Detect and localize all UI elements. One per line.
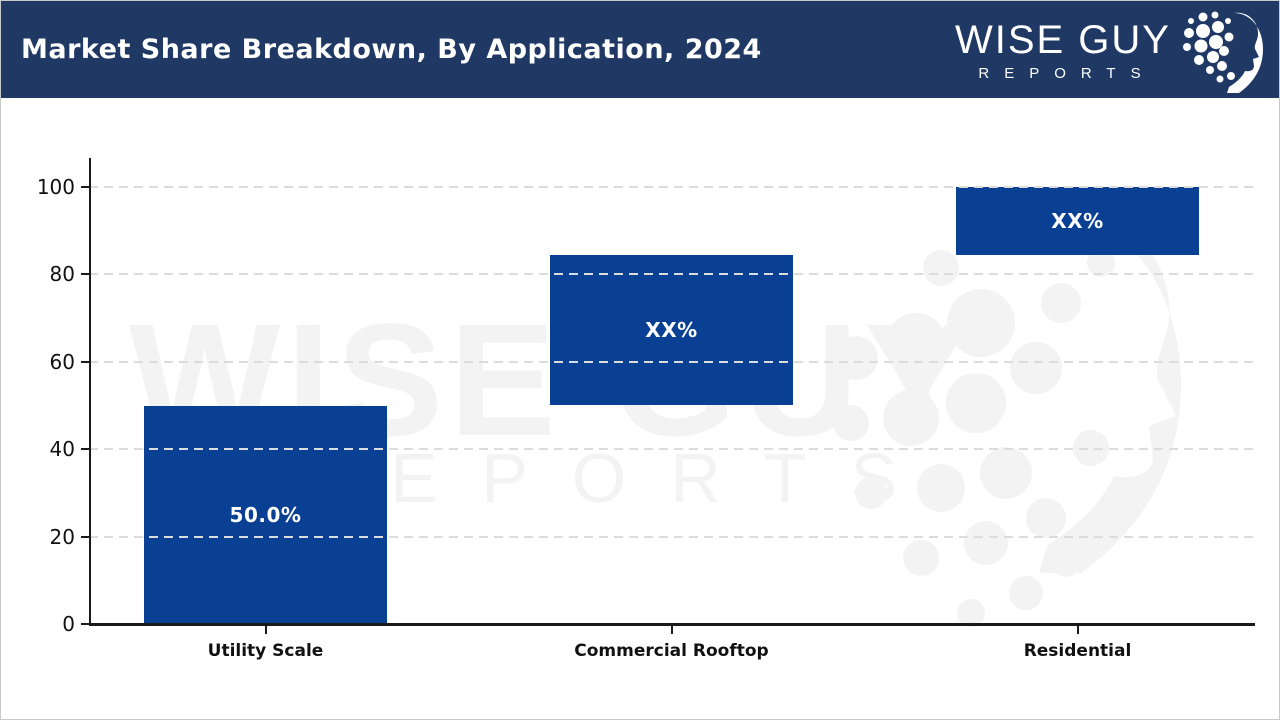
y-tick-80 [81,273,89,276]
y-tick-40 [81,448,89,451]
x-tick-label-residential: Residential [1023,641,1132,661]
y-tick-label-0: 0 [62,612,75,636]
bar-commercial-rooftop: XX% [550,254,793,406]
y-tick-20 [81,535,89,538]
y-tick-label-60: 60 [49,349,75,374]
x-tick-1 [264,626,267,634]
y-axis-spine [89,158,91,626]
x-tick-label-commercial-rooftop: Commercial Rooftop [574,641,769,661]
y-tick-label-40: 40 [49,437,75,462]
y-tick-label-20: 20 [49,524,75,549]
gridline-80 [89,273,1255,276]
gridline-20 [89,535,1255,538]
y-tick-0 [81,623,89,625]
bar-value-label: XX% [645,318,698,343]
x-tick-label-utility-scale: Utility Scale [207,641,324,661]
brand-subname: REPORTS [978,65,1156,82]
watermark-text-2: REPORTS [296,439,942,517]
header-bar: Market Share Breakdown, By Application, … [1,1,1279,98]
brand-head-dots-icon [1183,11,1263,93]
brand-logo-text: WISE GUY REPORTS [955,18,1171,84]
gridline-60 [89,360,1255,363]
page-title: Market Share Breakdown, By Application, … [21,34,762,65]
y-tick-label-80: 80 [49,262,75,287]
bar-value-label: 50.0% [229,502,302,527]
x-axis-spine [89,623,1255,626]
gridline-40 [89,448,1255,451]
gridline-100 [89,186,1255,188]
bar-utility-scale: 50.0% [144,405,387,624]
brand-name: WISE GUY [954,18,1171,62]
plot-area: WISE GUY REPORTS 0 20 40 60 80 100 50.0% XX% XX… [1,98,1279,719]
y-tick-60 [81,360,89,363]
y-tick-100 [81,186,89,188]
watermark-head-dots-icon [833,216,1181,627]
x-tick-2 [670,626,673,634]
bar-residential: XX% [956,187,1199,255]
brand-logo: WISE GUY REPORTS [955,9,1263,93]
bar-value-label: XX% [1051,208,1104,233]
y-tick-label-100: 100 [36,175,75,199]
x-tick-3 [1076,626,1079,634]
